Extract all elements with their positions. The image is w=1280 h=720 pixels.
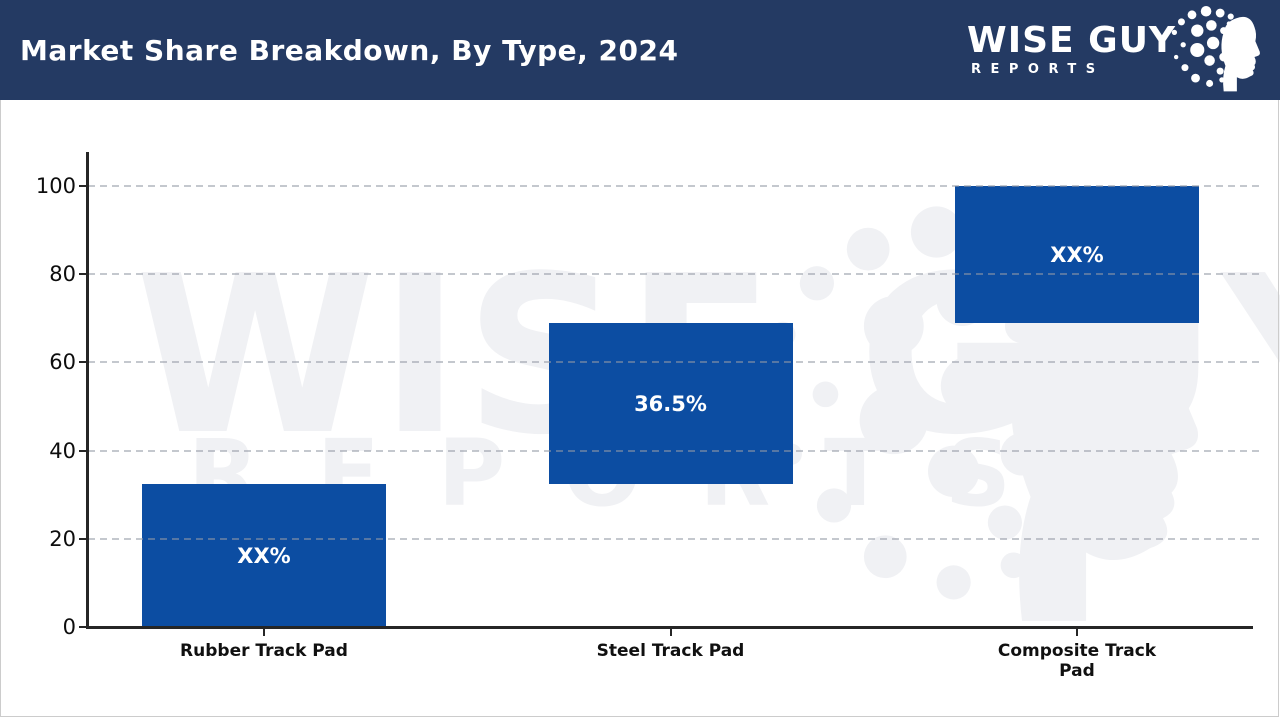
bar-value-label: XX% bbox=[237, 543, 291, 568]
x-tick-mark bbox=[263, 628, 265, 636]
y-axis-line bbox=[86, 152, 89, 629]
gridline bbox=[88, 185, 1264, 187]
gridline bbox=[88, 537, 1264, 540]
gridline bbox=[88, 273, 1264, 276]
y-tick-label: 100 bbox=[35, 174, 76, 198]
y-tick-label: 0 bbox=[62, 615, 76, 639]
y-tick-label: 20 bbox=[49, 526, 76, 551]
y-tick-mark bbox=[79, 449, 87, 452]
bar bbox=[548, 323, 793, 485]
gridline bbox=[88, 361, 1264, 364]
x-tick-label: Rubber Track Pad bbox=[180, 641, 348, 661]
gridline bbox=[88, 449, 1264, 452]
bar-value-label: XX% bbox=[1050, 242, 1104, 267]
y-tick-mark bbox=[79, 626, 87, 628]
logo-wiseguy-label: WISE GUY bbox=[966, 20, 1176, 61]
logo-text: WISE GUY REPORTS bbox=[966, 20, 1176, 78]
x-tick-label: Composite Track Pad bbox=[997, 641, 1157, 681]
y-tick-label: 40 bbox=[49, 438, 76, 463]
bar bbox=[142, 484, 386, 627]
y-tick-label: 60 bbox=[49, 350, 76, 375]
wise-guy-reports-logo: WISE GUY REPORTS bbox=[967, 6, 1266, 94]
x-tick-mark bbox=[1076, 628, 1078, 636]
logo-reports-label: REPORTS bbox=[970, 62, 1105, 77]
y-tick-label: 80 bbox=[49, 262, 76, 287]
page-title: Market Share Breakdown, By Type, 2024 bbox=[20, 33, 679, 67]
y-tick-mark bbox=[79, 273, 87, 276]
bar-value-label: 36.5% bbox=[634, 391, 707, 416]
x-tick-label: Steel Track Pad bbox=[596, 641, 745, 661]
y-tick-mark bbox=[79, 537, 87, 540]
header-bar: Market Share Breakdown, By Type, 2024 WI… bbox=[0, 0, 1280, 100]
logo-face-dots-icon bbox=[1171, 6, 1260, 92]
x-tick-mark bbox=[669, 628, 672, 636]
y-tick-mark bbox=[79, 361, 87, 364]
x-axis-line bbox=[86, 626, 1253, 629]
y-tick-mark bbox=[79, 185, 87, 187]
